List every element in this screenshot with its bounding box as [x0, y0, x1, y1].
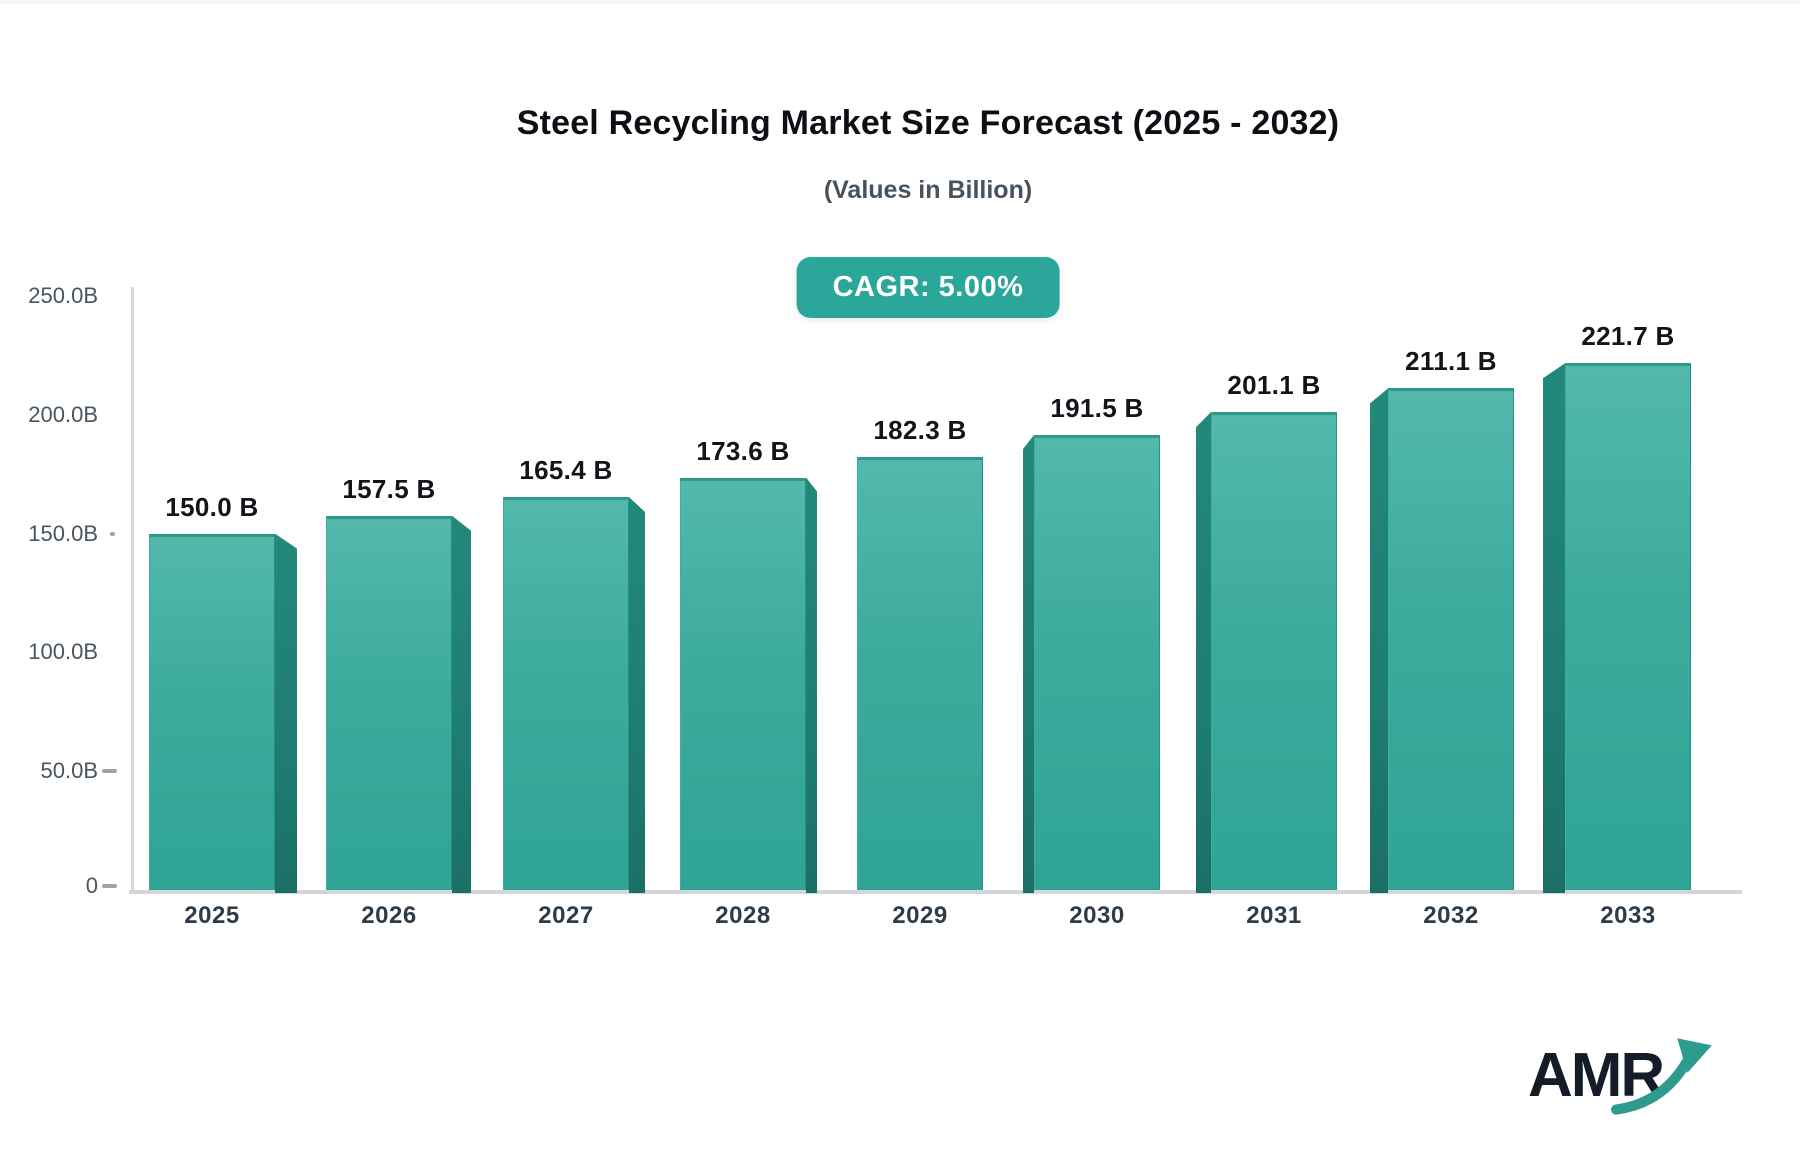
bar-side-panel: [806, 477, 817, 893]
bar-value-label: 191.5 B: [1050, 392, 1144, 423]
bar-value-label: 150.0 B: [165, 491, 259, 522]
y-axis-tick: [102, 884, 117, 888]
x-axis-label: 2032: [1423, 902, 1479, 929]
bar-value-label: 173.6 B: [696, 435, 790, 466]
bar-side-panel: [1370, 388, 1388, 893]
y-axis-label: 0: [85, 873, 98, 898]
x-axis-label: 2033: [1600, 902, 1656, 929]
y-axis-tick: [102, 769, 117, 774]
x-axis-label: 2029: [892, 902, 948, 929]
chart-title: Steel Recycling Market Size Forecast (20…: [516, 104, 1340, 142]
y-axis-label: 250.0B: [28, 283, 98, 308]
x-axis-label: 2027: [538, 902, 594, 929]
bar-side-panel: [1023, 434, 1034, 893]
y-axis-label: 100.0B: [28, 639, 98, 665]
y-axis-label: 150.0B: [28, 520, 98, 546]
bar: [1565, 363, 1691, 890]
bar-value-label: 211.1 B: [1405, 346, 1497, 377]
bar-value-label: 157.5 B: [342, 473, 436, 504]
bar: [1211, 412, 1337, 890]
chart-subtitle: (Values in Billion): [823, 176, 1033, 204]
y-axis-line: [131, 287, 134, 894]
growth-arrow-icon: [1611, 1038, 1712, 1115]
bar-side-panel: [1196, 412, 1211, 893]
y-axis-tick: [110, 531, 115, 536]
bar: [1388, 388, 1514, 890]
y-axis-label: 50.0B: [40, 758, 99, 784]
x-axis-line: [129, 890, 1742, 894]
y-axis-label: 200.0B: [28, 401, 98, 427]
bar-side-panel: [629, 497, 645, 893]
amr-logo: AMR: [1528, 1036, 1728, 1136]
bar-side-panel: [1543, 363, 1565, 893]
bar-value-label: 221.7 B: [1581, 321, 1675, 352]
bar-value-label: 165.4 B: [519, 455, 613, 485]
bar: [1034, 434, 1160, 890]
x-axis-label: 2028: [715, 902, 771, 929]
cagr-badge: CAGR: 5.00%: [796, 257, 1060, 318]
bar: [857, 456, 983, 890]
bar-side-panel: [452, 515, 471, 893]
bar-value-label: 201.1 B: [1227, 370, 1321, 401]
bar-value-label: 182.3 B: [873, 414, 967, 445]
chart-header: Steel Recycling Market Size Forecast (20…: [56, 4, 1800, 334]
bar: [503, 497, 629, 890]
bar: [149, 533, 275, 890]
bar-side-panel: [275, 533, 297, 893]
bar: [680, 477, 806, 890]
x-axis-label: 2030: [1069, 902, 1125, 929]
x-axis-label: 2026: [361, 902, 417, 929]
x-axis-label: 2025: [184, 902, 240, 929]
bar-chart-plot: 250.0B 200.0B 150.0B 100.0B 50.0B 0 150.0 B 202…: [0, 4, 1800, 1160]
bar: [326, 515, 452, 890]
x-axis-label: 2031: [1246, 902, 1302, 929]
